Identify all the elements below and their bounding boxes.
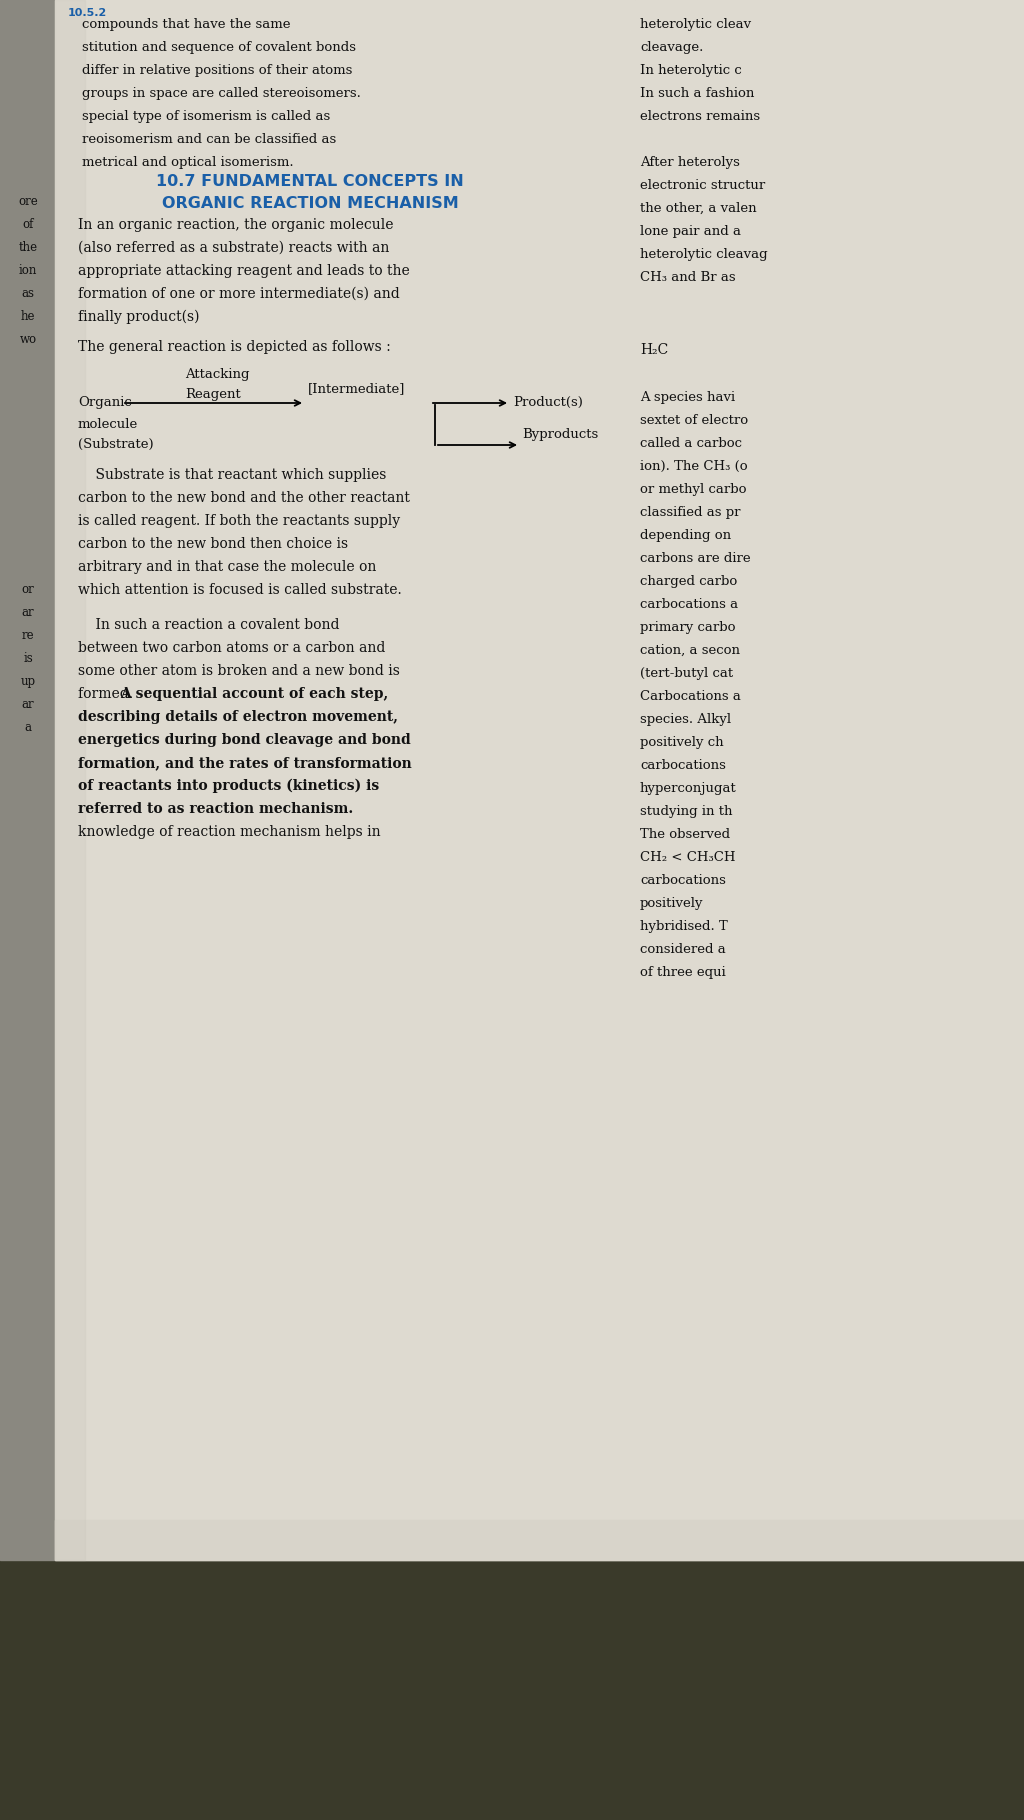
Text: Organic: Organic (78, 397, 132, 410)
Text: ORGANIC REACTION MECHANISM: ORGANIC REACTION MECHANISM (162, 197, 459, 211)
Text: In such a fashion: In such a fashion (640, 87, 755, 100)
Text: 10.5.2: 10.5.2 (68, 7, 108, 18)
Text: arbitrary and in that case the molecule on: arbitrary and in that case the molecule … (78, 561, 377, 573)
Text: primary carbo: primary carbo (640, 621, 735, 633)
Text: of: of (23, 218, 34, 231)
Text: A sequential account of each step,: A sequential account of each step, (120, 686, 388, 701)
Text: electrons remains: electrons remains (640, 109, 760, 124)
Text: carbocations a: carbocations a (640, 599, 738, 612)
Text: hybridised. T: hybridised. T (640, 919, 728, 934)
Text: knowledge of reaction mechanism helps in: knowledge of reaction mechanism helps in (78, 824, 381, 839)
Text: or: or (22, 582, 35, 595)
Text: Substrate is that reactant which supplies: Substrate is that reactant which supplie… (78, 468, 386, 482)
Bar (0, 0, 55, 1560)
Text: The general reaction is depicted as follows :: The general reaction is depicted as foll… (78, 340, 391, 355)
Text: positively: positively (640, 897, 703, 910)
Text: hyperconjugat: hyperconjugat (640, 783, 736, 795)
Bar (0, 1551, 1024, 1820)
Text: ar: ar (22, 606, 35, 619)
Text: appropriate attacking reagent and leads to the: appropriate attacking reagent and leads … (78, 264, 410, 278)
Text: of three equi: of three equi (640, 966, 726, 979)
Text: ion: ion (18, 264, 37, 277)
Text: is called reagent. If both the reactants supply: is called reagent. If both the reactants… (78, 513, 400, 528)
Text: H₂C: H₂C (640, 342, 669, 357)
Text: classified as pr: classified as pr (640, 506, 740, 519)
Text: a: a (25, 721, 32, 733)
Text: reoisomerism and can be classified as: reoisomerism and can be classified as (82, 133, 336, 146)
Text: formed.: formed. (78, 686, 137, 701)
Text: as: as (22, 288, 35, 300)
Text: some other atom is broken and a new bond is: some other atom is broken and a new bond… (78, 664, 400, 679)
Text: stitution and sequence of covalent bonds: stitution and sequence of covalent bonds (82, 42, 356, 55)
Text: carbocations: carbocations (640, 874, 726, 886)
Text: Byproducts: Byproducts (522, 428, 598, 440)
Text: is: is (24, 652, 33, 664)
Bar (55, 0, 85, 1560)
Text: ore: ore (18, 195, 38, 207)
Text: Product(s): Product(s) (513, 397, 583, 410)
Text: CH₂ < CH₃CH: CH₂ < CH₃CH (640, 852, 735, 864)
Text: which attention is focused is called substrate.: which attention is focused is called sub… (78, 582, 401, 597)
Text: In an organic reaction, the organic molecule: In an organic reaction, the organic mole… (78, 218, 393, 231)
Text: (also referred as a substrate) reacts with an: (also referred as a substrate) reacts wi… (78, 240, 389, 255)
Text: species. Alkyl: species. Alkyl (640, 713, 731, 726)
Text: compounds that have the same: compounds that have the same (82, 18, 291, 31)
Text: he: he (20, 309, 35, 322)
Text: 10.7 FUNDAMENTAL CONCEPTS IN: 10.7 FUNDAMENTAL CONCEPTS IN (156, 175, 464, 189)
Text: A species havi: A species havi (640, 391, 735, 404)
Bar (55, 1520, 1024, 1560)
Bar (55, 0, 635, 1560)
Text: groups in space are called stereoisomers.: groups in space are called stereoisomers… (82, 87, 360, 100)
Text: carbon to the new bond then choice is: carbon to the new bond then choice is (78, 537, 348, 551)
Text: electronic structur: electronic structur (640, 178, 765, 191)
Text: Attacking: Attacking (185, 368, 250, 380)
Text: Carbocations a: Carbocations a (640, 690, 741, 703)
Text: (tert-butyl cat: (tert-butyl cat (640, 666, 733, 681)
Text: cleavage.: cleavage. (640, 42, 703, 55)
Text: or methyl carbo: or methyl carbo (640, 482, 746, 497)
Text: re: re (22, 630, 35, 642)
Text: carbocations: carbocations (640, 759, 726, 772)
Text: referred to as reaction mechanism.: referred to as reaction mechanism. (78, 803, 353, 815)
Text: up: up (20, 675, 36, 688)
Text: formation of one or more intermediate(s) and: formation of one or more intermediate(s)… (78, 288, 399, 300)
Text: sextet of electro: sextet of electro (640, 413, 749, 428)
Text: describing details of electron movement,: describing details of electron movement, (78, 710, 398, 724)
Text: positively ch: positively ch (640, 735, 724, 750)
Text: of reactants into products (kinetics) is: of reactants into products (kinetics) is (78, 779, 379, 794)
Text: (Substrate): (Substrate) (78, 439, 154, 451)
Text: studying in th: studying in th (640, 804, 732, 817)
Text: called a carboc: called a carboc (640, 437, 742, 450)
Bar (635, 0, 1024, 1560)
Text: ion). The CH₃ (o: ion). The CH₃ (o (640, 460, 748, 473)
Text: molecule: molecule (78, 419, 138, 431)
Text: the: the (18, 240, 38, 255)
Text: carbons are dire: carbons are dire (640, 551, 751, 564)
Text: [Intermediate]: [Intermediate] (308, 382, 406, 395)
Text: considered a: considered a (640, 943, 726, 956)
Text: energetics during bond cleavage and bond: energetics during bond cleavage and bond (78, 733, 411, 746)
Text: The observed: The observed (640, 828, 730, 841)
Text: depending on: depending on (640, 530, 731, 542)
Text: lone pair and a: lone pair and a (640, 226, 741, 238)
Text: In heterolytic c: In heterolytic c (640, 64, 741, 76)
Text: the other, a valen: the other, a valen (640, 202, 757, 215)
Text: formation, and the rates of transformation: formation, and the rates of transformati… (78, 755, 412, 770)
Text: carbon to the new bond and the other reactant: carbon to the new bond and the other rea… (78, 491, 410, 504)
Text: special type of isomerism is called as: special type of isomerism is called as (82, 109, 331, 124)
Text: metrical and optical isomerism.: metrical and optical isomerism. (82, 157, 294, 169)
Text: differ in relative positions of their atoms: differ in relative positions of their at… (82, 64, 352, 76)
Text: After heterolys: After heterolys (640, 157, 740, 169)
Text: ar: ar (22, 699, 35, 712)
Text: heterolytic cleavag: heterolytic cleavag (640, 248, 768, 260)
Text: Reagent: Reagent (185, 388, 241, 400)
Text: CH₃ and Br as: CH₃ and Br as (640, 271, 735, 284)
Text: heterolytic cleav: heterolytic cleav (640, 18, 752, 31)
Text: between two carbon atoms or a carbon and: between two carbon atoms or a carbon and (78, 641, 385, 655)
Text: finally product(s): finally product(s) (78, 309, 200, 324)
Text: In such a reaction a covalent bond: In such a reaction a covalent bond (78, 619, 340, 632)
Text: wo: wo (19, 333, 37, 346)
Text: cation, a secon: cation, a secon (640, 644, 740, 657)
Text: charged carbo: charged carbo (640, 575, 737, 588)
